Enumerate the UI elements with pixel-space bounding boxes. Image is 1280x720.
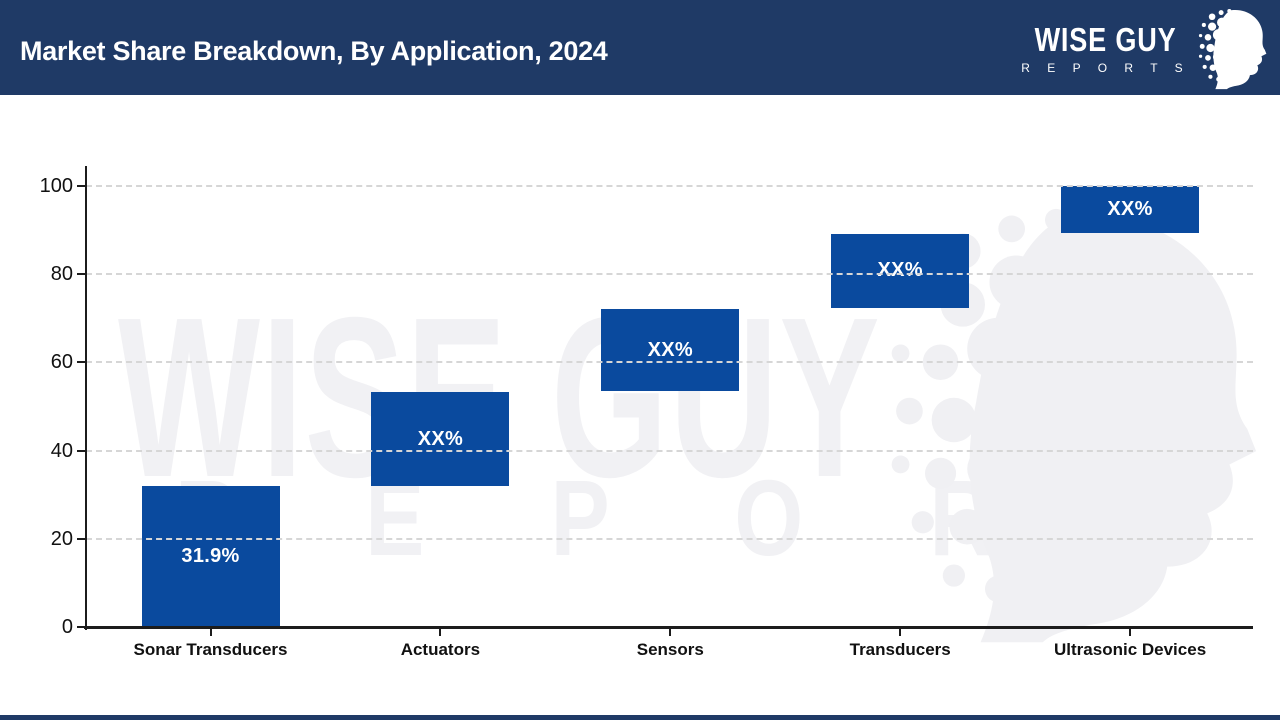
- y-tick-0: [77, 626, 85, 628]
- y-tick-40: [77, 449, 85, 452]
- brand-name: WISE GUY: [1034, 21, 1177, 58]
- bar-value-label: XX%: [417, 427, 464, 450]
- x-category-label: Actuators: [400, 640, 481, 659]
- x-tick-3: [899, 628, 902, 636]
- header-bar: Market Share Breakdown, By Application, …: [0, 0, 1280, 95]
- gridline-40: [86, 449, 1253, 452]
- x-category-label: Transducers: [849, 640, 951, 659]
- bar-value-label: XX%: [1107, 197, 1153, 220]
- x-category-label: Ultrasonic Devices: [1054, 640, 1207, 659]
- bar-actuators: XX%: [371, 392, 510, 487]
- y-tick-20: [77, 537, 85, 540]
- bar-sonar-transducers: 31.9%: [141, 486, 280, 627]
- y-tick-label-40: 40: [50, 439, 73, 462]
- y-tick-60: [77, 361, 85, 364]
- y-tick-100: [77, 185, 85, 187]
- gridline-20: [86, 537, 1253, 540]
- y-tick-80: [77, 273, 85, 276]
- x-category-label: Sensors: [636, 640, 704, 659]
- brand-logo: WISE GUY R E P O R T S: [1019, 4, 1268, 92]
- chart-title: Market Share Breakdown, By Application, …: [20, 36, 608, 66]
- y-axis-line: [85, 166, 87, 630]
- bar-value-label: 31.9%: [181, 545, 240, 568]
- brand-subtitle: R E P O R T S: [1021, 61, 1190, 75]
- brand-face-icon: [1198, 8, 1267, 90]
- x-tick-1: [439, 628, 442, 636]
- bar-value-label: XX%: [647, 338, 693, 361]
- x-category-label: Sonar Transducers: [133, 640, 288, 659]
- y-tick-label-80: 80: [50, 263, 73, 286]
- x-tick-0: [209, 628, 212, 636]
- y-tick-label-100: 100: [39, 175, 73, 197]
- footer-bar: [0, 715, 1280, 720]
- bar-sensors: XX%: [601, 309, 740, 392]
- x-tick-2: [669, 628, 672, 636]
- x-tick-4: [1129, 628, 1132, 636]
- bar-value-label: XX%: [877, 259, 923, 282]
- gridline-60: [86, 361, 1253, 364]
- brand-logo-text: WISE GUY R E P O R T S: [1019, 21, 1192, 75]
- gridline-100: [86, 185, 1253, 187]
- y-tick-label-60: 60: [50, 351, 73, 374]
- y-tick-label-20: 20: [50, 527, 73, 550]
- bar-transducers: XX%: [831, 233, 970, 309]
- bar-ultrasonic-devices: XX%: [1061, 186, 1200, 233]
- y-tick-label-0: 0: [61, 616, 73, 638]
- gridline-80: [86, 273, 1253, 276]
- x-axis-line: [84, 626, 1253, 629]
